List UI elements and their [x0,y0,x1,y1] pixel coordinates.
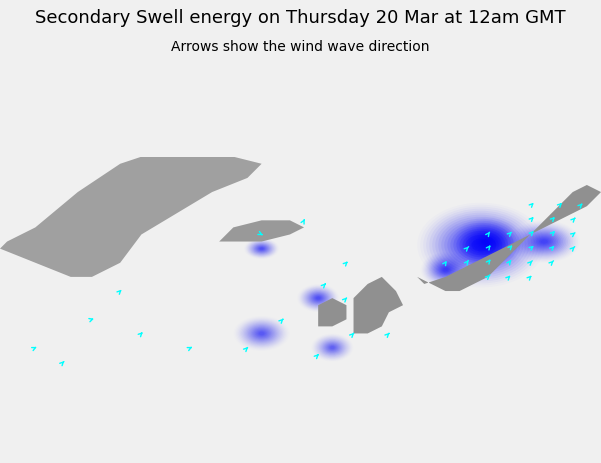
Ellipse shape [259,332,264,335]
Text: Arrows show the wind wave direction: Arrows show the wind wave direction [171,40,430,54]
Ellipse shape [472,231,503,252]
Ellipse shape [248,325,275,342]
Ellipse shape [314,295,322,301]
Ellipse shape [436,263,455,276]
Ellipse shape [442,267,449,272]
Ellipse shape [468,227,508,256]
Polygon shape [318,298,346,326]
Ellipse shape [469,229,507,255]
Ellipse shape [324,342,341,353]
Ellipse shape [537,238,551,246]
Polygon shape [353,277,403,333]
Ellipse shape [323,342,341,354]
Ellipse shape [456,229,505,262]
Ellipse shape [529,232,560,250]
Ellipse shape [539,238,550,244]
Ellipse shape [253,244,270,254]
Ellipse shape [438,265,453,275]
Ellipse shape [255,329,269,338]
Ellipse shape [433,261,459,279]
Ellipse shape [524,229,565,254]
Ellipse shape [444,221,517,269]
Ellipse shape [439,266,451,274]
Text: Secondary Swell energy on Thursday 20 Mar at 12am GMT: Secondary Swell energy on Thursday 20 Ma… [35,8,566,26]
Ellipse shape [464,225,511,258]
Ellipse shape [252,243,271,254]
Ellipse shape [257,331,266,336]
Ellipse shape [468,237,493,253]
Ellipse shape [328,345,337,350]
Ellipse shape [329,345,335,350]
Ellipse shape [432,260,460,280]
Ellipse shape [476,233,500,250]
Ellipse shape [315,296,322,300]
Ellipse shape [471,230,505,253]
Ellipse shape [526,231,563,253]
Ellipse shape [443,268,448,272]
Polygon shape [495,121,558,150]
Ellipse shape [309,292,328,304]
Ellipse shape [522,228,566,255]
Ellipse shape [466,226,510,257]
Ellipse shape [474,241,487,249]
Ellipse shape [260,248,263,250]
Ellipse shape [255,245,267,252]
Ellipse shape [310,293,326,304]
Ellipse shape [326,344,338,352]
Ellipse shape [459,231,502,259]
Ellipse shape [255,244,269,253]
Ellipse shape [330,346,334,349]
Polygon shape [0,150,261,277]
Ellipse shape [531,233,558,250]
Polygon shape [219,220,304,242]
Ellipse shape [433,261,457,278]
Ellipse shape [316,297,320,300]
Ellipse shape [257,246,266,251]
Ellipse shape [453,227,508,263]
Ellipse shape [463,224,513,259]
Ellipse shape [254,244,269,253]
Ellipse shape [447,223,514,268]
Ellipse shape [252,327,271,339]
Ellipse shape [541,239,548,244]
Polygon shape [417,185,601,291]
Ellipse shape [311,294,325,303]
Ellipse shape [327,344,337,351]
Ellipse shape [249,326,274,341]
Ellipse shape [308,291,328,305]
Ellipse shape [481,237,495,246]
Ellipse shape [430,259,461,281]
Ellipse shape [435,262,456,277]
Ellipse shape [256,330,267,337]
Ellipse shape [528,232,561,252]
Ellipse shape [450,225,511,265]
Ellipse shape [251,327,272,340]
Ellipse shape [435,215,526,275]
Ellipse shape [480,236,496,248]
Ellipse shape [471,239,490,251]
Ellipse shape [259,247,264,250]
Ellipse shape [532,234,557,249]
Ellipse shape [437,264,454,276]
Ellipse shape [536,237,553,247]
Ellipse shape [441,219,520,271]
Ellipse shape [258,246,265,250]
Ellipse shape [461,223,515,260]
Ellipse shape [465,235,496,256]
Ellipse shape [254,328,270,338]
Ellipse shape [483,238,493,245]
Ellipse shape [312,294,325,302]
Ellipse shape [474,232,501,251]
Ellipse shape [534,235,555,248]
Ellipse shape [257,245,267,252]
Ellipse shape [307,291,329,306]
Ellipse shape [462,233,499,257]
Ellipse shape [325,343,340,352]
Ellipse shape [313,294,323,301]
Ellipse shape [438,217,523,274]
Ellipse shape [441,266,450,273]
Ellipse shape [484,239,492,244]
Ellipse shape [478,234,498,249]
